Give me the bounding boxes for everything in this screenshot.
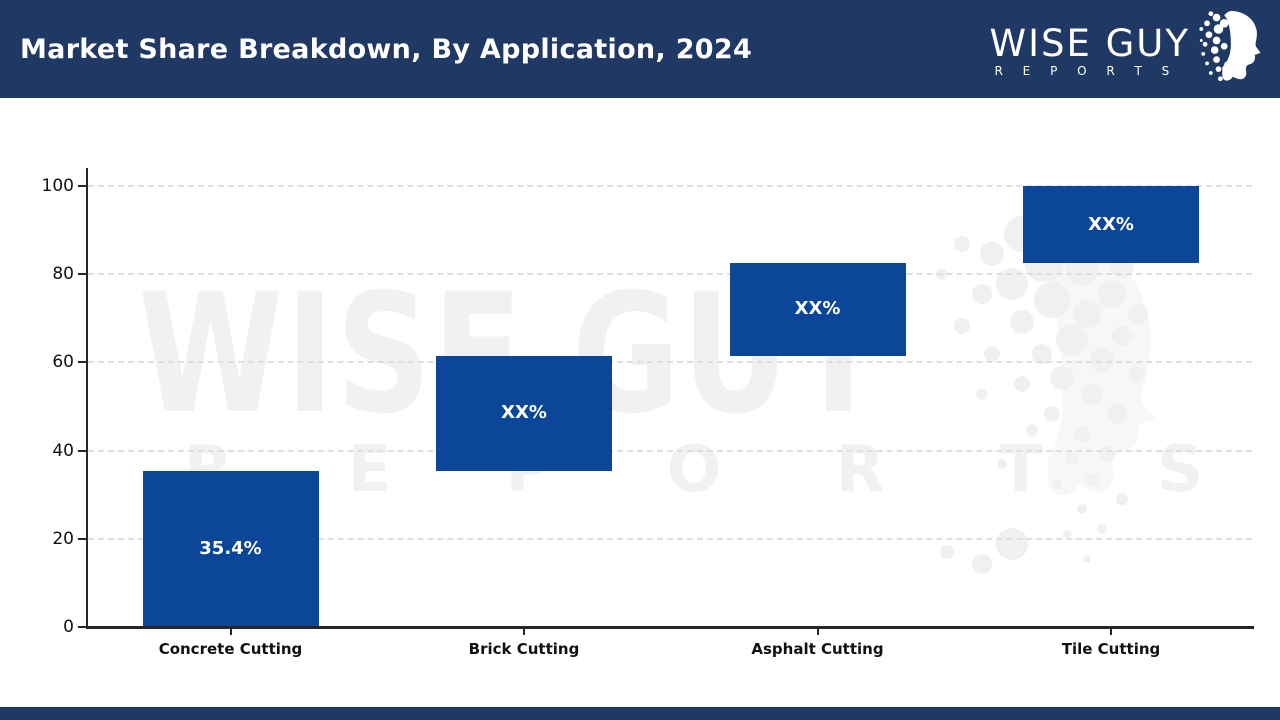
x-category-label: Asphalt Cutting <box>751 640 884 658</box>
x-tick <box>816 629 819 635</box>
x-category-label: Tile Cutting <box>1061 640 1161 658</box>
y-tick <box>78 449 86 452</box>
y-tick-label: 20 <box>52 528 74 549</box>
y-tick <box>78 626 86 628</box>
y-tick-label: 40 <box>52 440 74 461</box>
gridline <box>88 449 1252 452</box>
y-tick-label: 100 <box>41 176 74 196</box>
wiseguy-logo: WISE GUY R E P O R T S <box>990 8 1266 94</box>
y-tick <box>78 537 86 540</box>
logo-text: WISE GUY R E P O R T S <box>989 21 1190 79</box>
y-tick-label: 60 <box>52 352 74 373</box>
y-tick <box>78 185 86 187</box>
x-category-label: Brick Cutting <box>468 640 580 658</box>
gridline <box>88 361 1252 364</box>
x-tick <box>523 629 525 635</box>
bar-value-label: XX% <box>501 402 547 424</box>
logo-wiseguy-text: WISE GUY <box>989 21 1190 65</box>
y-tick <box>78 361 86 364</box>
bar <box>729 263 906 356</box>
bar <box>1023 186 1199 264</box>
x-tick <box>229 629 232 635</box>
y-tick-label: 80 <box>52 264 74 285</box>
gridline <box>88 537 1252 540</box>
x-category-label: Concrete Cutting <box>158 640 303 658</box>
logo-reports-text: R E P O R T S <box>994 64 1178 79</box>
y-axis-line <box>86 168 88 629</box>
x-tick <box>1110 629 1112 635</box>
bar-value-label: XX% <box>1088 213 1134 235</box>
y-tick-label: 0 <box>63 617 74 637</box>
logo-face-icon <box>1199 10 1261 82</box>
header-bar: Market Share Breakdown, By Application, … <box>0 0 1280 98</box>
gridline <box>88 273 1252 276</box>
bar-value-label: 35.4% <box>199 537 262 559</box>
x-axis-line <box>86 626 1254 629</box>
footer-bar <box>0 707 1280 720</box>
bar-value-label: XX% <box>794 298 841 320</box>
bar <box>436 355 612 471</box>
gridline <box>88 185 1252 187</box>
bar <box>142 470 319 627</box>
page-title: Market Share Breakdown, By Application, … <box>20 33 753 65</box>
y-tick <box>78 273 86 276</box>
watermark-reports: R E P O R T S <box>184 433 1250 507</box>
